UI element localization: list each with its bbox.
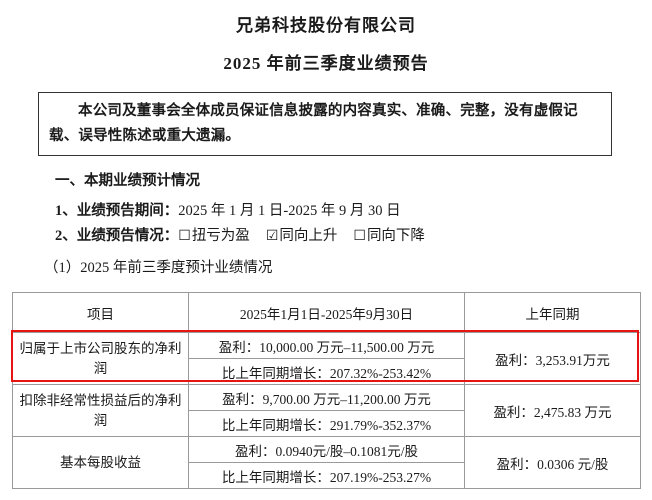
row-item-label: 扣除非经常性损益后的净利润: [12, 384, 189, 437]
checkbox-icon: ☐: [178, 227, 191, 244]
table-row: 比上年同期增长：291.79%-352.37%: [13, 410, 641, 437]
report-title: 2025 年前三季度业绩预告: [223, 53, 429, 73]
table-row: 基本每股收益 盈利：0.0940元/股–0.1081元/股 盈利：0.0306 …: [12, 436, 641, 489]
forecast-period-label: 1、业绩预告期间：: [55, 203, 179, 220]
row-profit-value: 盈利：0.0940元/股–0.1081元/股: [188, 436, 465, 463]
table-row: 比上年同期增长：207.19%-253.27%: [13, 462, 641, 489]
announcement-document: 兄弟科技股份有限公司 2025 年前三季度业绩预告 本公司及董事会全体成员保证信…: [0, 0, 652, 489]
row-growth-value: 比上年同期增长：207.32%-253.42%: [188, 358, 465, 385]
forecast-type-label: 2、业绩预告情况：: [55, 227, 179, 244]
table-row: 归属于上市公司股东的净利润 盈利：10,000.00 万元–11,500.00 …: [12, 332, 641, 385]
row-growth-value: 比上年同期增长：207.19%-253.27%: [188, 462, 465, 489]
checkbox-label: 同向上升: [279, 227, 338, 244]
performance-section: 一、本期业绩预计情况 1、业绩预告期间： 2025 年 1 月 1 日-2025…: [0, 170, 652, 281]
header-item: 项目: [12, 292, 189, 333]
checkbox-icon: ☐: [353, 227, 366, 244]
checkbox-label: 扭亏为盈: [191, 227, 250, 244]
row-prior-value: 盈利：2,475.83 万元: [464, 384, 641, 437]
section-heading: 一、本期业绩预计情况: [55, 173, 200, 189]
table-row: 扣除非经常性损益后的净利润 盈利：9,700.00 万元–11,200.00 万…: [12, 384, 641, 437]
forecast-type-options: ☐ 扭亏为盈 ☑ 同向上升 ☐ 同向下降: [178, 224, 425, 249]
checkbox-option-turnaround[interactable]: ☐ 扭亏为盈: [178, 224, 250, 249]
row-profit-value: 盈利：10,000.00 万元–11,500.00 万元: [188, 332, 465, 359]
forecast-type-row: 2、业绩预告情况： ☐ 扭亏为盈 ☑ 同向上升 ☐ 同向下降: [0, 224, 652, 249]
header-period: 2025年1月1日-2025年9月30日: [188, 292, 465, 333]
row-item-label: 归属于上市公司股东的净利润: [12, 332, 189, 385]
row-prior-value: 盈利：0.0306 元/股: [464, 436, 641, 489]
company-name: 兄弟科技股份有限公司: [236, 16, 416, 35]
row-profit-value: 盈利：9,700.00 万元–11,200.00 万元: [188, 384, 465, 411]
header-prior-period: 上年同期: [464, 292, 641, 333]
checkbox-option-increase[interactable]: ☑ 同向上升: [266, 224, 338, 249]
checkbox-checked-icon: ☑: [265, 227, 279, 244]
performance-table: 项目 2025年1月1日-2025年9月30日 上年同期 归属于上市公司股东的净…: [12, 292, 641, 489]
row-item-label: 基本每股收益: [12, 436, 189, 489]
row-prior-value: 盈利：3,253.91万元: [464, 332, 641, 385]
checkbox-option-decrease[interactable]: ☐ 同向下降: [353, 224, 425, 249]
forecast-period-row: 1、业绩预告期间： 2025 年 1 月 1 日-2025 年 9 月 30 日: [0, 199, 652, 224]
row-growth-value: 比上年同期增长：291.79%-352.37%: [188, 410, 465, 437]
disclaimer-text: 本公司及董事会全体成员保证信息披露的内容真实、准确、完整，没有虚假记载、误导性陈…: [49, 102, 578, 144]
table-subheading: （1）2025 年前三季度预计业绩情况: [44, 260, 273, 277]
table-header-row: 项目 2025年1月1日-2025年9月30日 上年同期: [12, 292, 641, 333]
checkbox-label: 同向下降: [366, 227, 425, 244]
forecast-period-value: 2025 年 1 月 1 日-2025 年 9 月 30 日: [178, 203, 401, 220]
disclaimer-box: 本公司及董事会全体成员保证信息披露的内容真实、准确、完整，没有虚假记载、误导性陈…: [38, 92, 612, 156]
